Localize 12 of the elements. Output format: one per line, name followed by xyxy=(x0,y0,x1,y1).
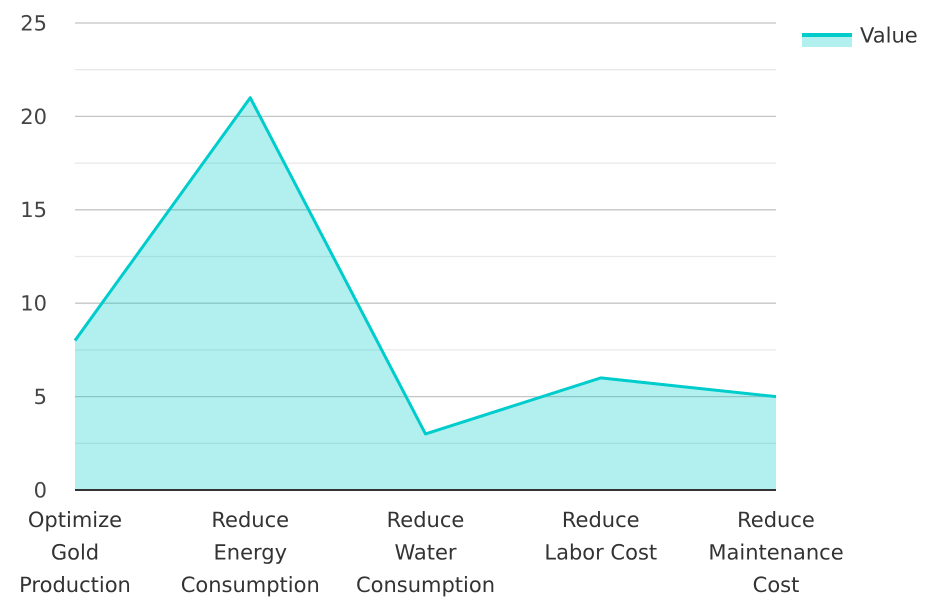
y-tick-label: 0 xyxy=(34,478,47,502)
x-tick-label: Reduce Energy Consumption xyxy=(180,508,320,597)
y-tick-label: 10 xyxy=(20,292,47,316)
x-tick-label: Reduce Labor Cost xyxy=(544,508,658,564)
y-tick-label: 25 xyxy=(20,11,47,36)
legend-label: Value xyxy=(860,23,918,48)
x-tick-label: Reduce Water Consumption xyxy=(356,508,496,597)
y-tick-label: 20 xyxy=(20,104,47,129)
y-tick-label: 15 xyxy=(20,198,47,222)
y-tick-label: 5 xyxy=(34,384,47,409)
x-tick-label: Optimize Gold Production xyxy=(19,508,131,597)
x-tick-label: Reduce Maintenance Cost xyxy=(708,508,844,597)
